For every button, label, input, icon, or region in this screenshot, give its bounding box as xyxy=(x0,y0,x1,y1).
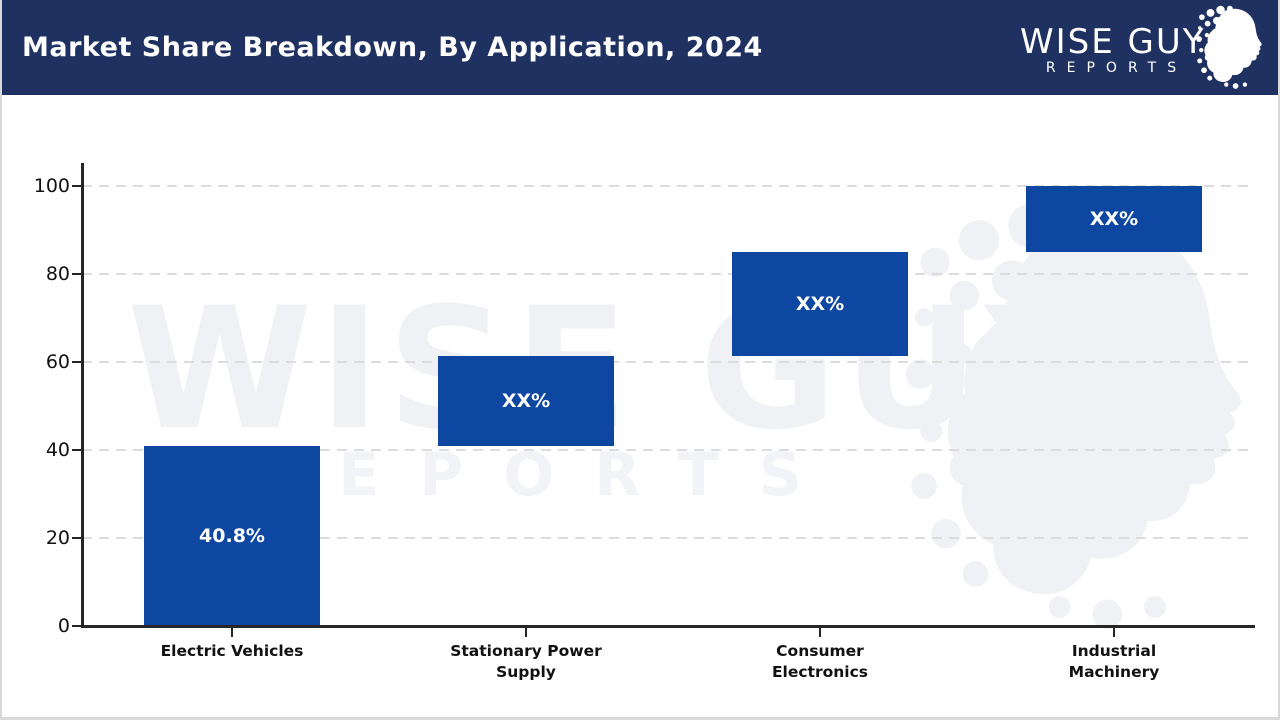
y-axis-tick-mark xyxy=(72,536,82,539)
bar-value-label: 40.8% xyxy=(199,525,265,548)
x-axis-category-line: Machinery xyxy=(1068,663,1160,681)
y-axis-tick-label: 80 xyxy=(45,262,70,285)
bar-segment: XX% xyxy=(732,252,908,357)
y-axis-tick-label: 60 xyxy=(45,350,70,373)
bar-value-label: XX% xyxy=(795,293,845,316)
logo-head-icon xyxy=(1196,5,1262,89)
gridline-y80 xyxy=(82,272,1255,275)
x-axis-category-line: Stationary Power xyxy=(450,642,602,660)
x-axis-category-line: Electric Vehicles xyxy=(160,642,304,660)
x-axis-category-label: Industrial Machinery xyxy=(984,641,1244,683)
gridline-y40 xyxy=(82,448,1255,451)
y-axis-tick-mark xyxy=(72,360,82,363)
x-axis-category-label: Electric Vehicles xyxy=(102,641,362,662)
y-axis-line xyxy=(81,163,84,628)
y-axis-tick-mark xyxy=(72,448,82,451)
y-axis-tick-label: 40 xyxy=(45,438,70,461)
logo-text-wiseguy: WISE GUY xyxy=(1020,22,1206,62)
watermark-head-icon xyxy=(905,203,1241,629)
page-title: Market Share Breakdown, By Application, … xyxy=(22,32,763,63)
x-axis-tick-mark xyxy=(819,628,821,637)
x-axis-category-line: Electronics xyxy=(771,663,869,681)
bar-segment: 40.8% xyxy=(144,446,320,626)
bar-segment: XX% xyxy=(438,356,614,447)
y-axis-tick-label: 100 xyxy=(33,174,70,197)
y-axis-tick-label: 0 xyxy=(57,615,70,637)
x-axis-category-line: Industrial xyxy=(1071,642,1157,660)
y-axis-tick-mark xyxy=(72,272,82,275)
bar-segment: XX% xyxy=(1026,185,1202,252)
gridline-y20 xyxy=(82,536,1255,539)
y-axis-tick-mark xyxy=(72,184,82,187)
x-axis-tick-mark xyxy=(1113,628,1115,637)
y-axis-tick-label: 20 xyxy=(45,526,70,549)
x-axis-category-label: Consumer Electronics xyxy=(690,641,950,683)
x-axis-line xyxy=(82,625,1255,628)
watermark-text-reports: REPORTS xyxy=(252,440,842,510)
x-axis-category-line: Consumer xyxy=(776,642,864,660)
x-axis-category-label: Stationary Power Supply xyxy=(396,641,656,683)
bar-value-label: XX% xyxy=(501,390,551,413)
header-bar: Market Share Breakdown, By Application, … xyxy=(2,0,1278,95)
y-axis-tick-mark xyxy=(72,625,82,627)
gridline-y100 xyxy=(82,184,1255,187)
x-axis-category-line: Supply xyxy=(496,663,556,681)
wise-guy-logo: WISE GUY REPORTS xyxy=(1020,0,1270,95)
logo-text-reports: REPORTS xyxy=(1045,60,1188,76)
bar-value-label: XX% xyxy=(1089,207,1139,230)
x-axis-tick-mark xyxy=(231,628,233,637)
gridline-y60 xyxy=(82,360,1255,363)
x-axis-tick-mark xyxy=(525,628,527,637)
